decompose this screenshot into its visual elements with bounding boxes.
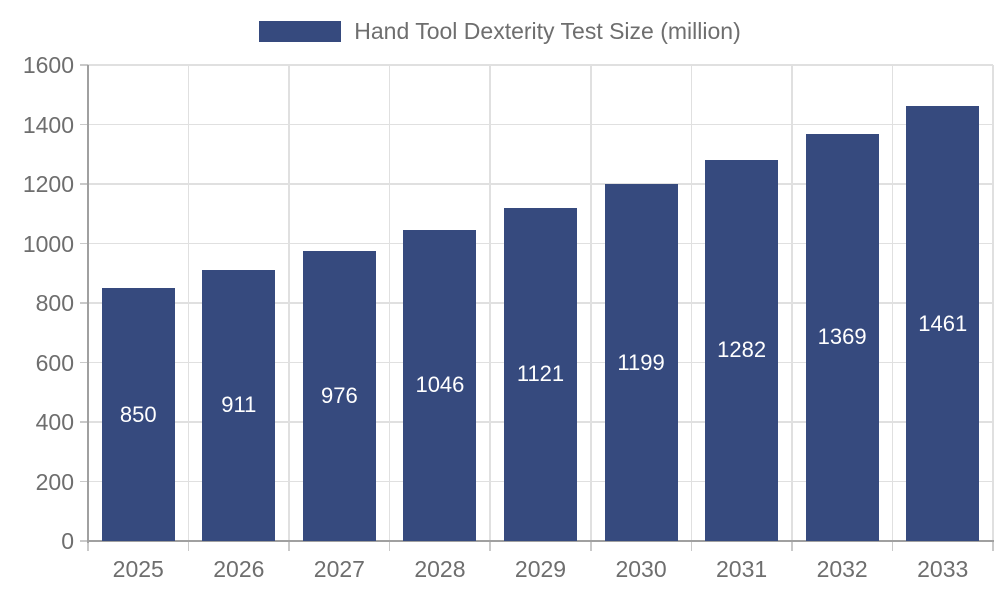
y-tick [80,421,88,423]
bar[interactable]: 1369 [805,133,879,541]
x-tick [489,541,491,551]
h-gridline [88,183,993,185]
y-axis-label: 0 [61,528,74,554]
y-tick [80,242,88,245]
bar-value-label: 976 [321,382,358,408]
x-axis-label: 2028 [414,556,466,582]
x-tick [891,541,894,551]
x-tick [791,541,793,551]
bar-value-label: 1461 [918,310,968,336]
v-gridline [992,65,994,541]
y-tick [80,64,88,66]
bar-value-label: 911 [221,392,257,418]
y-axis-label: 1000 [22,230,74,257]
y-tick [80,123,88,126]
y-tick [80,540,88,542]
bar[interactable]: 850 [101,288,175,541]
bar[interactable]: 1461 [906,106,980,541]
x-tick [992,541,994,551]
y-axis-label: 200 [35,468,74,495]
v-gridline [187,65,190,541]
v-gridline [388,65,391,541]
bar[interactable]: 1199 [604,184,678,541]
x-axis-line [87,540,994,542]
x-axis-label: 2031 [716,556,768,582]
bar-value-label: 1369 [817,324,867,350]
v-gridline [288,65,290,541]
y-tick [80,480,88,483]
x-axis-label: 2033 [917,556,969,582]
y-tick [80,361,88,364]
bar-value-label: 1046 [415,372,465,398]
bar-value-label: 850 [119,401,157,427]
x-tick [690,541,693,551]
y-axis-label: 400 [35,409,74,435]
y-axis-label: 800 [35,290,74,316]
x-axis-label: 2030 [615,556,667,582]
x-axis-label: 2027 [313,556,365,582]
x-tick [187,541,190,551]
y-axis-label: 600 [35,349,74,376]
bar-value-label: 1199 [617,349,665,375]
bar-value-label: 1282 [717,337,767,363]
y-axis-line [87,65,89,543]
bar-value-label: 1121 [516,361,565,387]
h-gridline [88,123,993,126]
bar[interactable]: 976 [302,250,376,541]
y-axis-label: 1200 [22,171,74,197]
h-gridline [88,64,993,66]
y-axis-label: 1400 [22,111,74,138]
legend-swatch [259,20,342,42]
bar[interactable]: 1121 [504,207,577,541]
v-gridline [791,65,793,541]
x-axis-label: 2029 [514,556,567,582]
x-tick [87,541,89,551]
v-gridline [690,65,693,541]
bar[interactable]: 1046 [403,229,477,541]
bar[interactable]: 911 [202,269,276,541]
y-tick [80,302,88,304]
legend[interactable]: Hand Tool Dexterity Test Size (million) [0,18,1000,44]
bar[interactable]: 1282 [705,159,779,541]
v-gridline [590,65,592,541]
x-axis-label: 2025 [112,556,164,582]
legend-label: Hand Tool Dexterity Test Size (million) [354,18,741,44]
x-tick [590,541,592,551]
v-gridline [489,65,491,541]
x-axis-label: 2026 [213,556,265,582]
x-axis-label: 2032 [816,556,868,582]
y-axis-label: 1600 [22,52,74,78]
x-tick [388,541,391,551]
v-gridline [891,65,894,541]
x-tick [288,541,290,551]
y-tick [80,183,88,185]
